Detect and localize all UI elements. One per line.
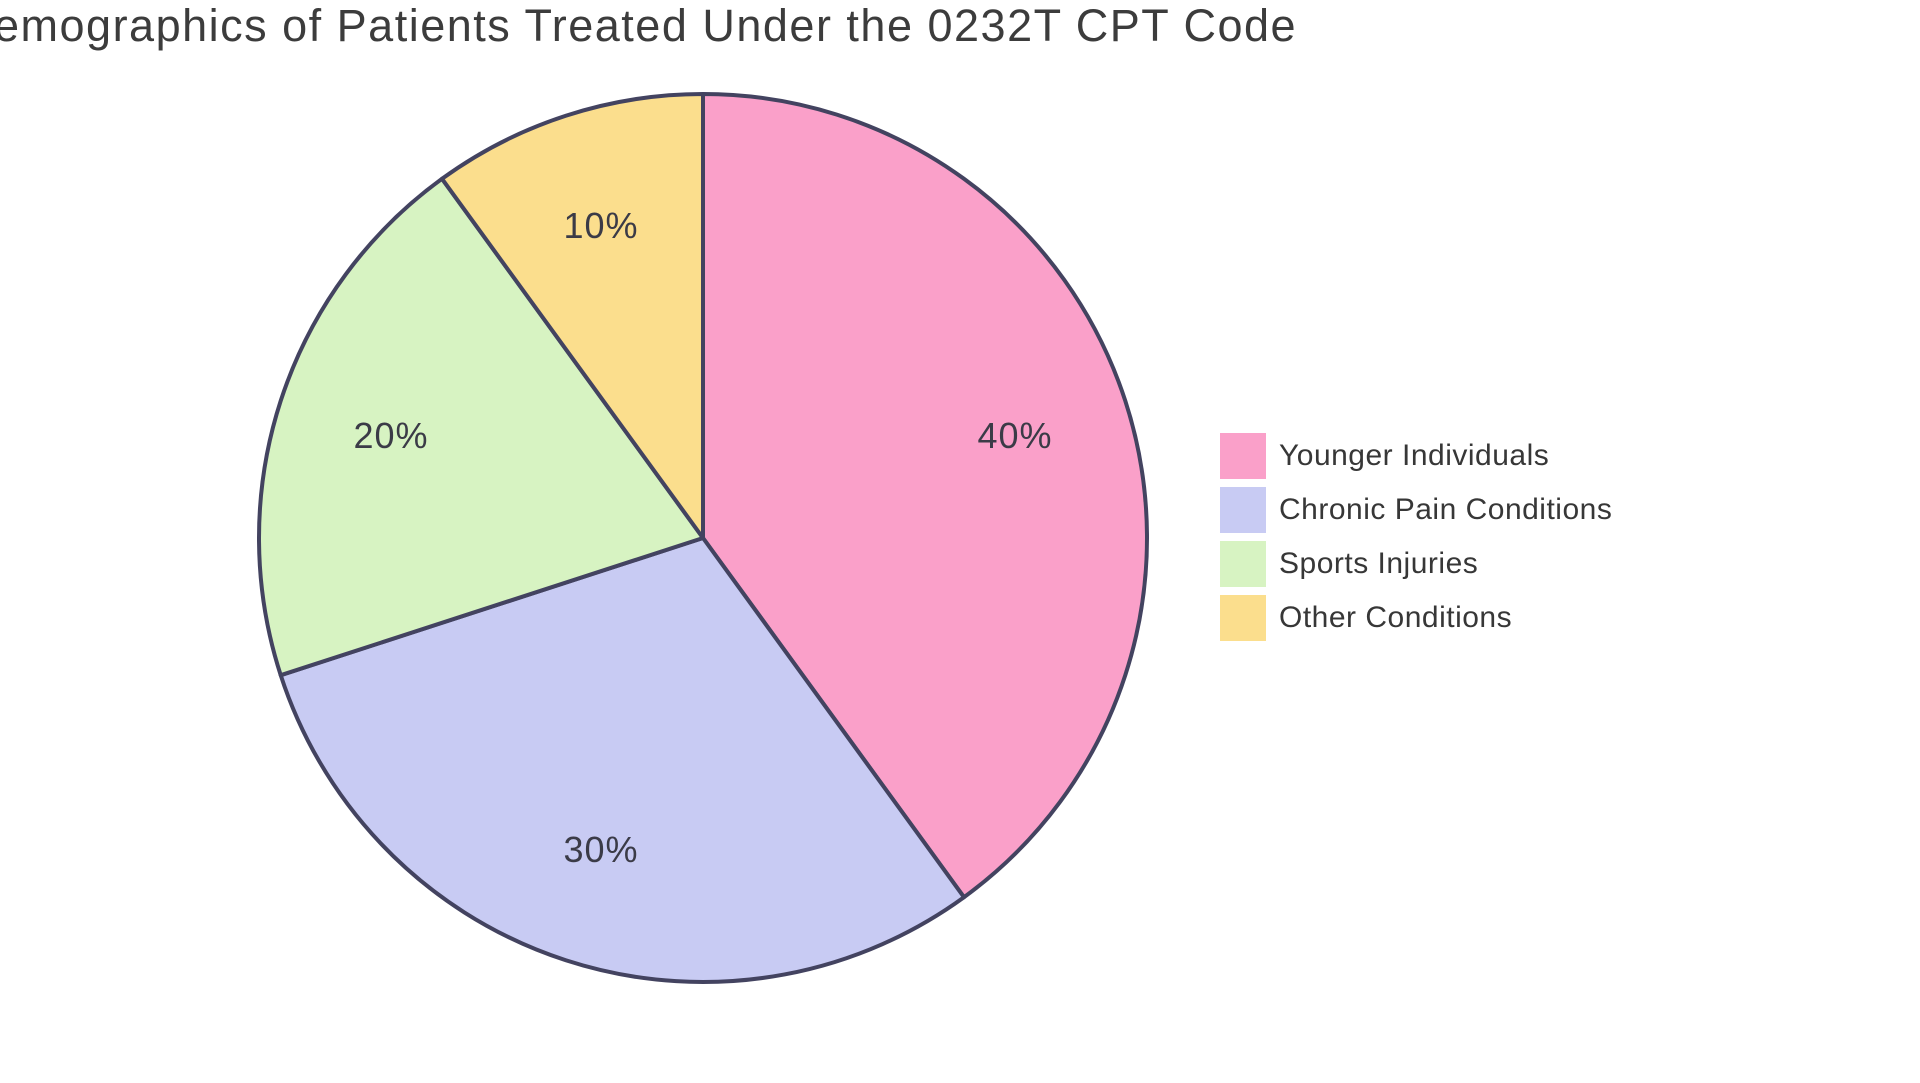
slice-percentage-label-other-conditions: 10% — [563, 205, 639, 246]
pie-slice-chronic-pain-conditions — [278, 536, 966, 984]
legend-item-chronic-pain-conditions: Chronic Pain Conditions — [1220, 487, 1612, 533]
legend-label: Other Conditions — [1279, 601, 1513, 634]
slice-percentage-label-chronic-pain-conditions: 30% — [563, 829, 639, 870]
pie-slice-younger-individuals — [701, 92, 1149, 900]
legend-swatch-icon — [1220, 595, 1266, 641]
legend-label: Chronic Pain Conditions — [1279, 493, 1613, 526]
legend-item-other-conditions: Other Conditions — [1220, 595, 1612, 641]
slice-percentage-label-younger-individuals: 40% — [977, 415, 1053, 456]
legend-swatch-icon — [1220, 433, 1266, 479]
legend-item-sports-injuries: Sports Injuries — [1220, 541, 1612, 587]
legend-swatch-icon — [1220, 541, 1266, 587]
legend-label: Sports Injuries — [1279, 547, 1479, 580]
legend-swatch-icon — [1220, 487, 1266, 533]
legend-item-younger-individuals: Younger Individuals — [1220, 433, 1612, 479]
legend: Younger Individuals Chronic Pain Conditi… — [1220, 433, 1612, 641]
chart-title: emographics of Patients Treated Under th… — [0, 0, 1298, 51]
pie-slice-other-conditions — [440, 92, 705, 540]
legend-label: Younger Individuals — [1279, 439, 1550, 472]
pie-slice-sports-injuries — [257, 176, 705, 678]
slice-percentage-label-sports-injuries: 20% — [353, 415, 429, 456]
